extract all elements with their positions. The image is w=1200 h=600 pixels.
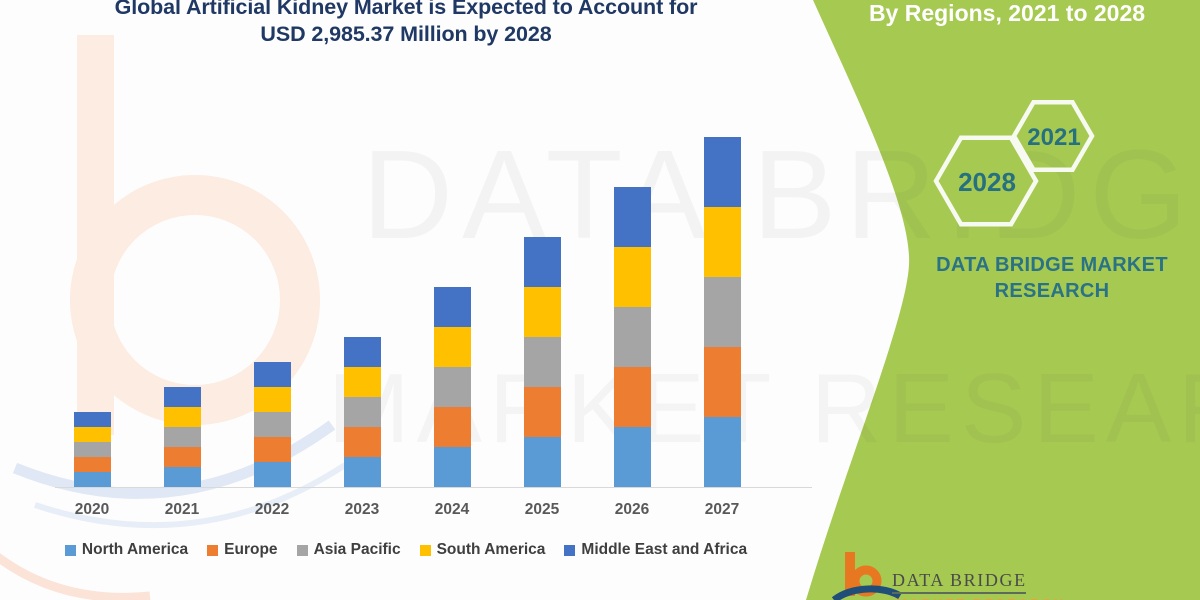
legend-item: North America bbox=[64, 541, 189, 559]
bar-segment-north-america bbox=[433, 447, 471, 487]
legend-label: North America bbox=[81, 541, 189, 558]
footer-logo-underline bbox=[892, 592, 1026, 594]
bar-segment-europe bbox=[703, 347, 741, 417]
bar-segment-middle-east-and-africa bbox=[73, 412, 111, 427]
hexagon-2028-label: 2028 bbox=[958, 167, 1016, 197]
bar-segment-asia-pacific bbox=[163, 427, 201, 447]
brand-line2: RESEARCH bbox=[994, 280, 1110, 302]
bar-segment-asia-pacific bbox=[433, 367, 471, 407]
legend-label: Asia Pacific bbox=[313, 541, 401, 558]
legend-item: Europe bbox=[207, 541, 278, 559]
bar-segment-south-america bbox=[163, 407, 201, 427]
chart-legend: North America Europe Asia Pacific South Ame… bbox=[0, 541, 812, 559]
bar-segment-middle-east-and-africa bbox=[343, 337, 381, 367]
bar-segment-europe bbox=[343, 427, 381, 457]
bar-segment-europe bbox=[523, 387, 561, 437]
hexagon-2021-label: 2021 bbox=[1027, 124, 1081, 151]
bar-segment-north-america bbox=[703, 417, 741, 487]
bar-segment-south-america bbox=[73, 427, 111, 442]
legend-label: South America bbox=[436, 541, 546, 558]
chart-title-line1: Global Artificial Kidney Market is Expec… bbox=[114, 0, 698, 19]
side-panel-heading: By Regions, 2021 to 2028 bbox=[868, 0, 1146, 26]
bar-segment-south-america bbox=[343, 367, 381, 397]
bar-segment-south-america bbox=[253, 387, 291, 412]
legend-label: Middle East and Africa bbox=[581, 541, 748, 558]
brand-name: DATA BRIDGE MARKET RESEARCH bbox=[928, 252, 1176, 304]
hexagon-2028-outline bbox=[933, 135, 1039, 227]
legend-item: South America bbox=[419, 541, 546, 559]
databridge-b-icon bbox=[831, 552, 902, 600]
bar-segment-europe bbox=[73, 457, 111, 472]
x-axis-label: 2026 bbox=[614, 501, 650, 518]
bar-segment-south-america bbox=[613, 247, 651, 307]
bar-segment-asia-pacific bbox=[73, 442, 111, 457]
bar-segment-europe bbox=[253, 437, 291, 462]
x-axis-label: 2022 bbox=[254, 501, 290, 518]
bar-segment-north-america bbox=[163, 467, 201, 487]
legend-swatch bbox=[419, 544, 431, 556]
legend-item: Asia Pacific bbox=[296, 541, 401, 559]
x-axis-line bbox=[55, 487, 812, 488]
footer-logo-subtitle: MARKET RESEARCH bbox=[896, 596, 1066, 600]
bar-segment-north-america bbox=[343, 457, 381, 487]
bar-segment-north-america bbox=[73, 472, 111, 487]
bar-segment-north-america bbox=[253, 462, 291, 487]
brand-line1: DATA BRIDGE MARKET bbox=[936, 254, 1168, 276]
bar-segment-asia-pacific bbox=[703, 277, 741, 347]
x-axis-label: 2023 bbox=[344, 501, 380, 518]
bar-segment-middle-east-and-africa bbox=[433, 287, 471, 327]
legend-swatch bbox=[64, 544, 76, 556]
legend-swatch bbox=[564, 544, 576, 556]
bar-segment-middle-east-and-africa bbox=[613, 187, 651, 247]
chart-title: Global Artificial Kidney Market is Expec… bbox=[0, 0, 812, 48]
chart-title-line2: USD 2,985.37 Million by 2028 bbox=[260, 22, 552, 46]
bar-segment-asia-pacific bbox=[253, 412, 291, 437]
x-axis-label: 2027 bbox=[704, 501, 740, 518]
bar-segment-middle-east-and-africa bbox=[703, 137, 741, 207]
green-side-panel bbox=[806, 0, 1200, 600]
bar-segment-europe bbox=[163, 447, 201, 467]
bar-segment-asia-pacific bbox=[613, 307, 651, 367]
bar-segment-south-america bbox=[523, 287, 561, 337]
bar-segment-asia-pacific bbox=[523, 337, 561, 387]
hexagon-2021-outline bbox=[1011, 99, 1095, 173]
bar-segment-south-america bbox=[703, 207, 741, 277]
bar-segment-middle-east-and-africa bbox=[253, 362, 291, 387]
bar-segment-europe bbox=[613, 367, 651, 427]
bar-segment-north-america bbox=[613, 427, 651, 487]
bar-segment-asia-pacific bbox=[343, 397, 381, 427]
bar-segment-middle-east-and-africa bbox=[163, 387, 201, 407]
bar-segment-north-america bbox=[523, 437, 561, 487]
legend-item: Middle East and Africa bbox=[564, 541, 747, 559]
legend-label: Europe bbox=[224, 541, 278, 558]
bar-segment-middle-east-and-africa bbox=[523, 237, 561, 287]
x-axis-label: 2020 bbox=[74, 501, 110, 518]
legend-swatch bbox=[296, 544, 308, 556]
bar-segment-europe bbox=[433, 407, 471, 447]
bar-segment-south-america bbox=[433, 327, 471, 367]
footer-logo-name: DATA BRIDGE bbox=[892, 570, 1027, 590]
x-axis-label: 2024 bbox=[434, 501, 470, 518]
legend-swatch bbox=[207, 544, 219, 556]
x-axis-label: 2025 bbox=[524, 501, 560, 518]
x-axis-label: 2021 bbox=[164, 501, 200, 518]
